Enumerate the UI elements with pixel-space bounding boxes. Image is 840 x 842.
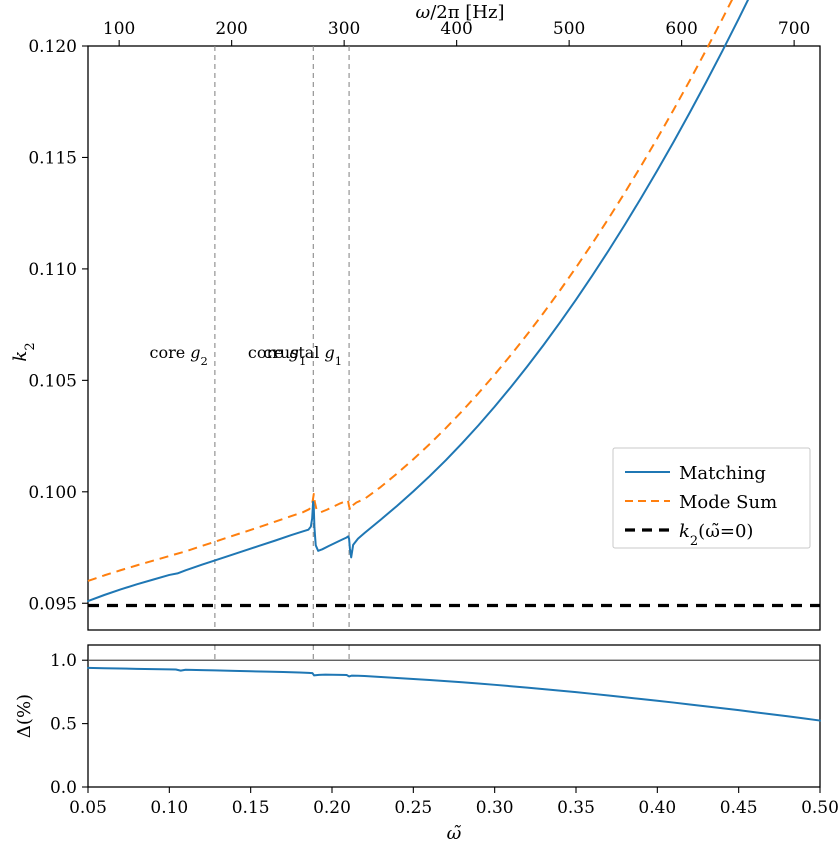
top-xtick-label: 500 <box>553 19 585 39</box>
curve-delta <box>87 666 821 722</box>
main-ytick-label: 0.095 <box>28 594 77 614</box>
bottom-xtick-label: 0.50 <box>801 798 839 818</box>
bottom-xtick-label: 0.05 <box>69 798 107 818</box>
residual-ytick-label: 0.0 <box>50 778 77 798</box>
residual-panel-frame <box>87 644 821 788</box>
curve-matching <box>87 0 750 603</box>
main-ytick-label: 0.120 <box>28 37 77 57</box>
bottom-xtick-label: 0.40 <box>638 798 676 818</box>
residual-ytick-label: 1.0 <box>50 651 77 671</box>
top-xtick-label: 200 <box>215 19 247 39</box>
legend-label: Matching <box>679 463 766 484</box>
bottom-xtick-label: 0.15 <box>232 798 270 818</box>
bottom-xtick-label: 0.10 <box>150 798 188 818</box>
main-panel-frame <box>87 45 821 631</box>
top-xtick-label: 100 <box>103 19 135 39</box>
main-ytick-label: 0.115 <box>28 148 77 168</box>
bottom-xtick-label: 0.30 <box>476 798 514 818</box>
residual-ylabel: Δ(%) <box>14 694 35 738</box>
top-axis-label: ω/2π [Hz] <box>416 2 505 23</box>
top-xtick-label: 400 <box>440 19 472 39</box>
curve-mode-sum <box>87 0 734 582</box>
bottom-xtick-label: 0.45 <box>720 798 758 818</box>
mode-annotation: core g1 <box>248 343 306 368</box>
bottom-xtick-label: 0.35 <box>557 798 595 818</box>
main-ytick-label: 0.105 <box>28 371 77 391</box>
main-ytick-label: 0.100 <box>28 483 77 503</box>
legend-label: k2(ω̃=0) <box>679 521 753 549</box>
bottom-axis-label: ω̃ <box>447 823 462 842</box>
main-ylabel: k2 <box>10 342 38 361</box>
top-xtick-label: 600 <box>665 19 697 39</box>
top-xtick-label: 300 <box>328 19 360 39</box>
mode-annotation: core g2 <box>150 343 208 368</box>
bottom-xtick-label: 0.20 <box>313 798 351 818</box>
residual-ytick-label: 0.5 <box>50 715 77 735</box>
legend-label: Mode Sum <box>679 492 777 513</box>
mode-annotation: crustal g1 <box>263 343 342 368</box>
top-xtick-label: 700 <box>778 19 810 39</box>
bottom-xtick-label: 0.25 <box>394 798 432 818</box>
main-ytick-label: 0.110 <box>28 260 77 280</box>
